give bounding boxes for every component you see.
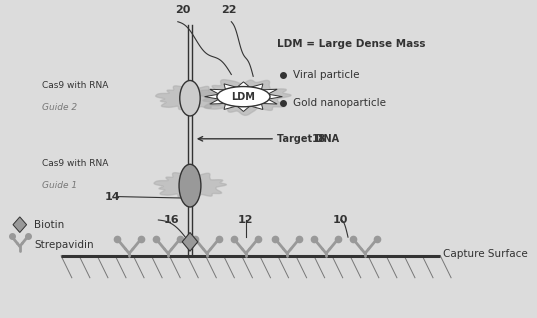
Text: 20: 20 — [175, 5, 191, 16]
Polygon shape — [250, 84, 263, 90]
Polygon shape — [262, 89, 277, 94]
Polygon shape — [237, 106, 250, 111]
Polygon shape — [182, 232, 198, 251]
Text: 16: 16 — [163, 215, 179, 225]
Text: Viral particle: Viral particle — [293, 70, 360, 80]
Text: 22: 22 — [221, 5, 237, 16]
Text: Gold nanoparticle: Gold nanoparticle — [293, 98, 386, 108]
Polygon shape — [224, 84, 237, 90]
Text: 18: 18 — [311, 134, 326, 144]
Text: LDM: LDM — [231, 92, 256, 102]
Text: 10: 10 — [333, 215, 349, 225]
Polygon shape — [210, 99, 226, 104]
Ellipse shape — [179, 164, 201, 207]
Text: LDM = Large Dense Mass: LDM = Large Dense Mass — [278, 38, 426, 49]
Text: Guide 2: Guide 2 — [42, 103, 77, 112]
Text: Guide 1: Guide 1 — [42, 181, 77, 190]
Polygon shape — [156, 86, 224, 112]
Text: 14: 14 — [105, 191, 120, 202]
Polygon shape — [262, 99, 277, 104]
Polygon shape — [13, 217, 27, 232]
Polygon shape — [154, 173, 226, 200]
Polygon shape — [237, 82, 250, 87]
Text: Cas9 with RNA: Cas9 with RNA — [42, 159, 108, 168]
Polygon shape — [224, 103, 237, 109]
Text: Biotin: Biotin — [34, 220, 64, 230]
Text: Cas9 with RNA: Cas9 with RNA — [42, 81, 108, 90]
Polygon shape — [205, 94, 219, 99]
Polygon shape — [250, 103, 263, 109]
Ellipse shape — [217, 86, 270, 107]
Polygon shape — [210, 89, 226, 94]
Text: Strepavidin: Strepavidin — [34, 239, 94, 250]
Polygon shape — [197, 80, 291, 115]
Text: Target DNA: Target DNA — [278, 134, 339, 144]
Polygon shape — [268, 94, 282, 99]
Text: Capture Surface: Capture Surface — [443, 249, 527, 259]
Ellipse shape — [180, 80, 200, 116]
Text: 12: 12 — [238, 215, 253, 225]
